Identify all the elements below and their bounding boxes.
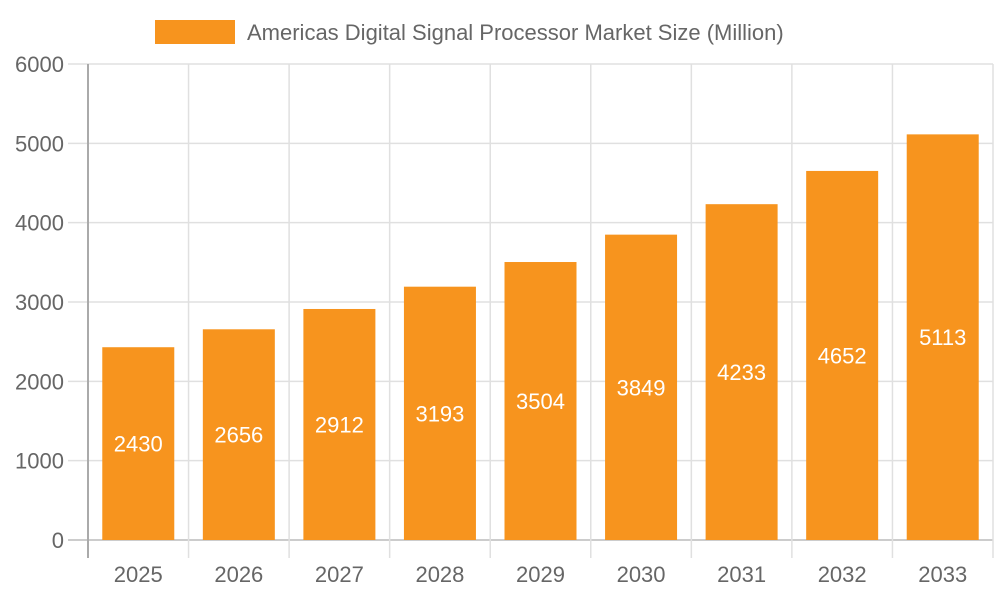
x-tick-label: 2031 (717, 562, 766, 587)
data-label: 2656 (214, 423, 263, 448)
data-label: 3504 (516, 389, 565, 414)
x-tick-label: 2028 (415, 562, 464, 587)
bar (403, 286, 476, 540)
data-label: 4652 (818, 343, 867, 368)
data-label: 4233 (717, 360, 766, 385)
bar (705, 204, 778, 540)
x-tick-label: 2025 (114, 562, 163, 587)
data-label: 3849 (617, 375, 666, 400)
y-tick-label: 0 (52, 528, 64, 553)
x-tick-label: 2026 (214, 562, 263, 587)
y-tick-label: 2000 (15, 369, 64, 394)
axes: 0 1000 2000 3000 4000 5000 6000 2025 2026 2027 202… (15, 52, 967, 587)
y-tick-label: 6000 (15, 52, 64, 77)
bar (906, 134, 979, 541)
x-tick-label: 2033 (918, 562, 967, 587)
bar (202, 329, 275, 540)
legend-swatch (155, 20, 235, 44)
x-tick-label: 2027 (315, 562, 364, 587)
data-label: 5113 (919, 325, 966, 350)
y-tick-label: 4000 (15, 211, 64, 236)
legend[interactable]: Americas Digital Signal Processor Market… (155, 20, 784, 45)
legend-label: Americas Digital Signal Processor Market… (247, 20, 784, 45)
bar (605, 234, 678, 540)
y-tick-label: 5000 (15, 131, 64, 156)
grid (68, 63, 994, 558)
x-tick-label: 2030 (617, 562, 666, 587)
data-label: 2912 (315, 412, 364, 437)
x-tick-label: 2032 (818, 562, 867, 587)
bars: 2430 2656 2912 3193 3504 3849 4233 4652 5113 (102, 134, 979, 541)
data-label: 3193 (415, 401, 464, 426)
bar (303, 308, 376, 540)
bar (806, 170, 879, 540)
x-tick-label: 2029 (516, 562, 565, 587)
data-label: 2430 (114, 432, 163, 457)
y-tick-label: 1000 (15, 449, 64, 474)
bar (102, 347, 175, 540)
bar (504, 262, 577, 540)
y-tick-label: 3000 (15, 290, 64, 315)
